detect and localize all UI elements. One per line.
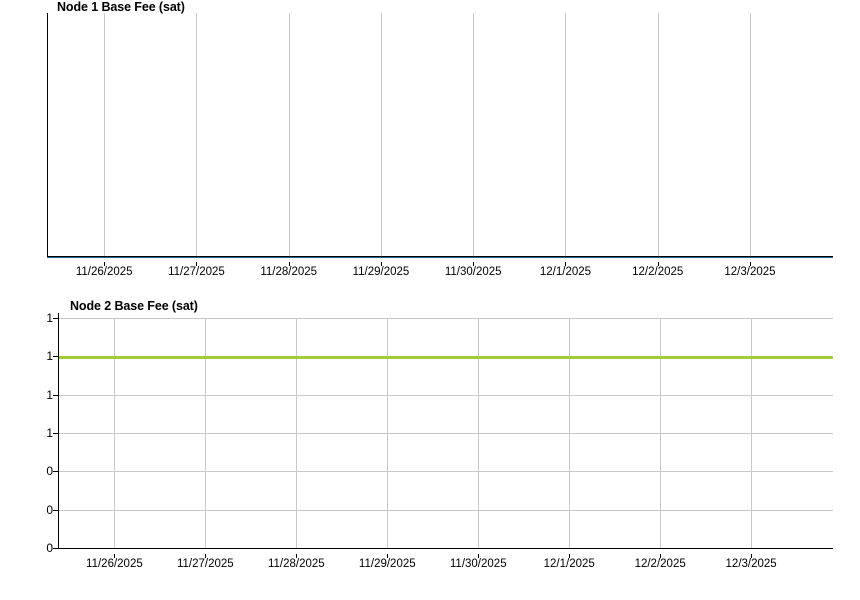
y-tick-mark: [53, 471, 58, 473]
x-tick-label: 11/29/2025: [352, 266, 410, 278]
gridline-vertical: [296, 318, 298, 548]
x-tick-mark: [473, 262, 475, 266]
gridline-vertical: [196, 13, 198, 256]
gridline-vertical: [749, 13, 751, 256]
x-tick-label: 11/29/2025: [358, 558, 416, 570]
chart-node-1-base-fee: Node 1 Base Fee (sat) 11/26/2025 11/27/20…: [0, 0, 860, 295]
gridline-vertical: [114, 318, 116, 548]
x-tick-mark: [749, 262, 751, 266]
y-tick-mark: [53, 509, 58, 511]
x-tick-label: 11/30/2025: [449, 558, 507, 570]
gridline-vertical: [565, 13, 567, 256]
x-tick-label: 12/1/2025: [539, 266, 592, 278]
y-tick-label: 0: [46, 464, 53, 479]
x-tick-mark: [569, 554, 571, 558]
x-tick-mark: [104, 262, 106, 266]
chart-title-node-2: Node 2 Base Fee (sat): [70, 299, 198, 313]
gridline-vertical: [569, 318, 571, 548]
x-tick-mark: [288, 262, 290, 266]
x-tick-label: 11/28/2025: [260, 266, 318, 278]
x-tick-label: 11/28/2025: [267, 558, 325, 570]
y-tick-label: 1: [46, 426, 53, 440]
y-tick-mark: [53, 433, 58, 434]
plot-area-node-1: [47, 13, 833, 258]
gridline-vertical: [751, 318, 753, 548]
x-tick-labels-node-2: 11/26/2025 11/27/2025 11/28/2025 11/29/2025…: [58, 554, 833, 572]
x-tick-label: 11/27/2025: [168, 266, 225, 278]
y-tick-label: 0: [46, 502, 53, 517]
gridline-vertical: [205, 318, 207, 548]
x-tick-mark: [380, 262, 382, 266]
x-tick-mark: [296, 554, 298, 558]
y-tick-label: 1: [46, 311, 53, 325]
y-axis-node-1: [47, 13, 48, 257]
gridline-vertical: [657, 13, 659, 256]
x-tick-mark: [565, 262, 567, 266]
x-tick-mark: [387, 554, 389, 558]
x-tick-label: 12/3/2025: [725, 558, 777, 570]
x-axis-node-2: [58, 548, 833, 549]
gridline-vertical: [660, 318, 662, 548]
y-tick-label: 1: [46, 387, 53, 402]
x-tick-mark: [205, 554, 207, 558]
y-tick-mark: [53, 318, 58, 319]
y-tick-mark: [53, 356, 58, 358]
gridline-horizontal: [58, 509, 833, 511]
x-tick-mark: [478, 554, 480, 558]
gridline-horizontal: [58, 394, 833, 396]
x-tick-label: 11/30/2025: [444, 266, 502, 278]
y-tick-label: 0: [46, 541, 53, 555]
gridline-vertical: [387, 318, 389, 548]
x-tick-label: 12/2/2025: [634, 558, 686, 570]
series-line-node-2: [58, 356, 833, 360]
x-tick-mark: [196, 262, 198, 266]
series-line-node-1: [47, 256, 833, 258]
y-axis-node-2: [58, 313, 59, 548]
gridline-vertical: [473, 13, 475, 256]
y-tick-mark: [53, 548, 58, 549]
gridline-horizontal: [58, 433, 833, 434]
x-tick-label: 12/1/2025: [543, 558, 595, 570]
x-tick-mark: [660, 554, 662, 558]
chart-title-node-1: Node 1 Base Fee (sat): [57, 0, 185, 14]
plot-area-node-2: 1 1 1 1 0 0 0: [46, 311, 833, 555]
x-axis-node-1: [47, 256, 833, 257]
x-tick-label: 12/3/2025: [724, 266, 776, 278]
gridline-vertical: [478, 318, 480, 548]
gridline-horizontal: [58, 318, 833, 319]
chart-node-2-base-fee: Node 2 Base Fee (sat) 1 1 1 1 0 0 0 11/26/2025…: [0, 295, 860, 600]
x-tick-label: 12/2/2025: [632, 266, 684, 278]
x-tick-label: 11/27/2025: [176, 558, 234, 570]
x-tick-label: 11/26/2025: [86, 558, 143, 570]
gridline-horizontal: [58, 471, 833, 473]
x-tick-mark: [114, 554, 116, 558]
x-tick-labels-node-1: 11/26/2025 11/27/2025 11/28/2025 11/29/2025…: [47, 262, 833, 280]
gridline-vertical: [104, 13, 106, 256]
x-tick-mark: [751, 554, 753, 558]
x-tick-mark: [657, 262, 659, 266]
x-tick-label: 11/26/2025: [75, 266, 133, 278]
y-tick-label: 1: [46, 349, 53, 364]
y-tick-mark: [53, 394, 58, 396]
gridline-vertical: [380, 13, 382, 256]
gridline-vertical: [288, 13, 290, 256]
